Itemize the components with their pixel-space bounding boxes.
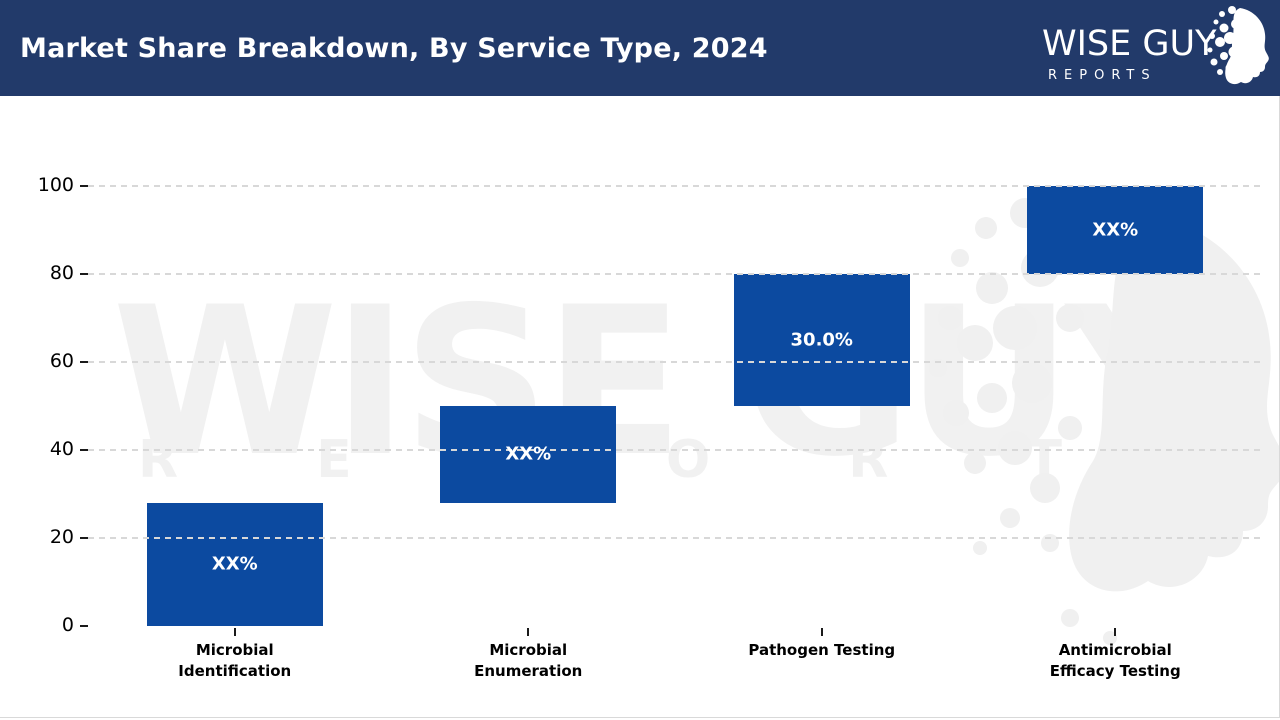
logo-reports-text: REPORTS [1048,68,1157,83]
y-tick-label-20: 20 [49,526,74,548]
x-tick-1 [233,628,236,636]
x-tick-4 [1114,628,1117,636]
bar-segment-4 [1027,186,1204,274]
gridline-100 [88,185,1262,187]
logo-wordmark-text: WISE GUY [1042,24,1217,64]
y-tick-60 [80,361,88,363]
x-category-label-line: Pathogen Testing [748,641,896,659]
wise-guy-reports-logo: WISE GUY REPORTS [1042,6,1269,85]
bar-value-label-4: XX% [1092,219,1139,241]
bar-value-label-1: XX% [211,553,258,575]
gridline-60 [88,361,1262,363]
page-bottom-border [0,717,1280,718]
y-tick-80 [80,273,88,275]
y-tick-label-40: 40 [49,438,74,460]
gridline-20 [88,537,1262,539]
chart-plot-area: XX% XX% 30.0% XX% 0 20 40 60 80 100 Microbial Ident… [0,96,1280,720]
x-category-label-4: Antimicrobial Efficacy Testing [995,640,1235,682]
bar-value-label-3: 30.0% [790,329,853,351]
x-category-label-line: Enumeration [474,662,583,680]
y-tick-100 [80,185,88,187]
y-tick-label-60: 60 [49,350,74,372]
x-tick-3 [820,628,823,636]
x-category-label-line: Efficacy Testing [1049,662,1181,680]
x-category-label-line: Microbial [489,641,568,659]
y-tick-20 [80,537,88,539]
logo-face-icon [1207,6,1269,85]
x-category-label-2: Microbial Enumeration [408,640,648,682]
y-tick-0 [80,625,88,627]
y-tick-40 [80,449,88,451]
gridline-40 [88,449,1262,451]
watermark-face-icon [929,198,1280,645]
y-tick-label-80: 80 [49,262,74,284]
page-title: Market Share Breakdown, By Service Type,… [20,32,768,64]
x-tick-2 [527,628,530,636]
x-category-label-3: Pathogen Testing [702,640,942,661]
y-tick-label-0: 0 [61,614,74,636]
bar-value-label-2: XX% [505,443,552,465]
header-band: Market Share Breakdown, By Service Type,… [0,0,1280,96]
x-category-label-line: Identification [178,662,292,680]
x-category-label-1: Microbial Identification [115,640,355,682]
x-category-label-line: Microbial [195,641,274,659]
bar-segment-2 [440,406,617,503]
bar-segment-3 [733,274,910,406]
gridline-80 [88,273,1262,275]
x-category-label-line: Antimicrobial [1058,641,1172,659]
bar-segment-1 [146,502,323,626]
y-tick-label-100: 100 [37,174,74,196]
